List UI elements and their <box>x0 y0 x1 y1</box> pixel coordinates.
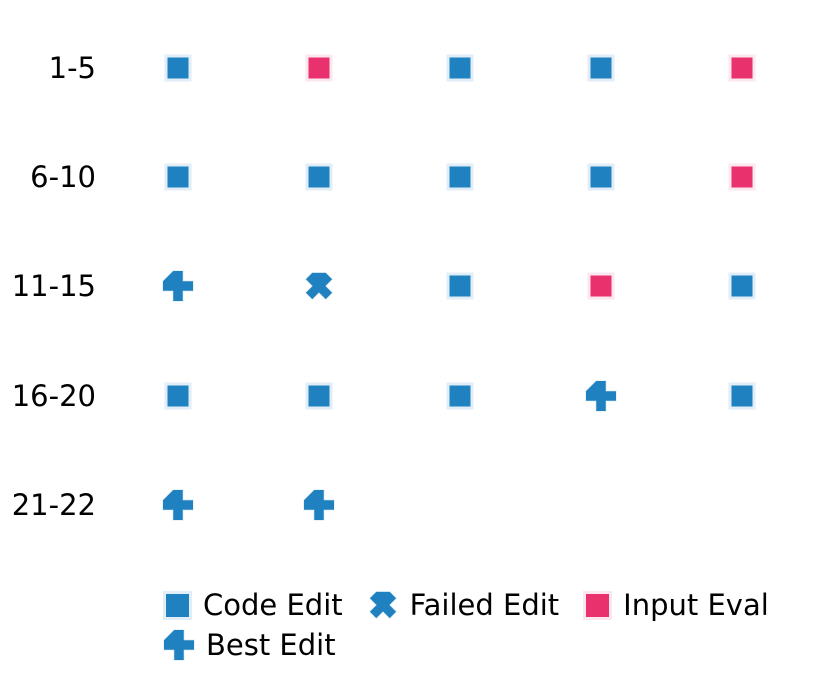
square-icon <box>446 272 474 300</box>
square-icon-wrap <box>587 272 615 300</box>
square-icon-wrap <box>164 54 192 81</box>
marker-failed-edit <box>303 270 335 302</box>
square-icon-wrap <box>305 382 333 410</box>
row-label-1-5: 1-5 <box>48 50 96 85</box>
plus-icon-wrap <box>162 489 194 521</box>
marker-code-edit <box>728 272 756 300</box>
marker-code-edit <box>446 382 474 410</box>
marker-code-edit <box>305 163 333 191</box>
square-icon-wrap <box>305 163 333 191</box>
legend-label-input-eval: Input Eval <box>623 588 769 622</box>
square-icon-wrap <box>587 54 615 81</box>
square-icon <box>587 54 615 81</box>
plus-icon <box>162 489 194 521</box>
legend-marker-failed-edit <box>367 589 399 621</box>
square-icon <box>587 163 615 191</box>
marker-best-edit <box>303 489 335 521</box>
marker-code-edit <box>164 163 192 191</box>
marker-code-edit <box>446 54 474 81</box>
marker-code-edit <box>728 382 756 410</box>
legend-item-failed-edit: Failed Edit <box>367 588 560 622</box>
square-icon <box>305 54 333 81</box>
plus-icon-wrap <box>585 379 617 412</box>
plus-icon-wrap <box>162 270 194 303</box>
legend-item-input-eval: Input Eval <box>583 588 769 622</box>
square-icon-wrap <box>305 54 333 81</box>
square-icon-wrap <box>728 163 756 191</box>
square-icon-wrap <box>164 163 192 191</box>
marker-code-edit <box>587 163 615 191</box>
legend-marker-best-edit <box>163 629 195 661</box>
marker-input-eval <box>305 54 333 81</box>
marker-best-edit <box>162 270 194 303</box>
legend-row-1: Code Edit Failed Edit Input Eval <box>163 585 769 625</box>
square-icon-wrap <box>446 54 474 81</box>
marker-input-eval <box>728 54 756 81</box>
row-label-21-22: 21-22 <box>11 488 96 523</box>
square-icon-wrap <box>728 382 756 410</box>
row-label-6-10: 6-10 <box>30 159 96 194</box>
square-icon <box>728 163 756 191</box>
square-icon-wrap <box>446 272 474 300</box>
square-icon <box>728 272 756 300</box>
x-icon <box>368 591 397 620</box>
x-icon <box>304 272 334 301</box>
square-icon <box>305 163 333 191</box>
legend-item-code-edit: Code Edit <box>163 588 343 622</box>
legend-label-code-edit: Code Edit <box>203 588 343 622</box>
square-icon <box>728 54 756 81</box>
marker-best-edit <box>162 489 194 521</box>
marker-code-edit <box>587 54 615 81</box>
marker-input-eval <box>587 272 615 300</box>
square-icon <box>164 163 192 191</box>
square-icon-wrap <box>728 54 756 81</box>
marker-code-edit <box>305 382 333 410</box>
legend-item-best-edit: Best Edit <box>163 628 336 662</box>
square-icon <box>446 163 474 191</box>
plus-icon <box>585 379 617 412</box>
legend-marker-input-eval <box>583 590 613 620</box>
marker-code-edit <box>446 163 474 191</box>
legend-row-2: Best Edit <box>163 625 769 665</box>
square-icon-wrap <box>728 272 756 300</box>
plus-icon <box>162 270 194 303</box>
square-icon <box>583 590 613 620</box>
square-icon <box>163 590 192 620</box>
square-icon <box>728 382 756 410</box>
legend: Code Edit Failed Edit Input Eval Best Edit <box>163 585 769 665</box>
square-icon <box>305 382 333 410</box>
square-icon-wrap <box>446 382 474 410</box>
row-label-16-20: 16-20 <box>11 378 96 413</box>
square-icon <box>164 54 192 81</box>
plus-icon <box>163 629 195 661</box>
plus-icon-wrap <box>303 489 335 521</box>
square-icon <box>587 272 615 300</box>
legend-label-failed-edit: Failed Edit <box>409 588 560 622</box>
square-icon <box>164 382 192 410</box>
marker-code-edit <box>446 272 474 300</box>
row-label-11-15: 11-15 <box>11 269 96 304</box>
plus-icon <box>303 489 335 521</box>
legend-marker-code-edit <box>163 590 192 620</box>
marker-best-edit <box>585 379 617 412</box>
marker-code-edit <box>164 382 192 410</box>
square-icon <box>446 54 474 81</box>
square-icon <box>446 382 474 410</box>
marker-input-eval <box>728 163 756 191</box>
square-icon-wrap <box>164 382 192 410</box>
legend-label-best-edit: Best Edit <box>206 628 336 662</box>
square-icon-wrap <box>446 163 474 191</box>
x-icon-wrap <box>303 270 335 302</box>
square-icon-wrap <box>587 163 615 191</box>
marker-code-edit <box>164 54 192 81</box>
